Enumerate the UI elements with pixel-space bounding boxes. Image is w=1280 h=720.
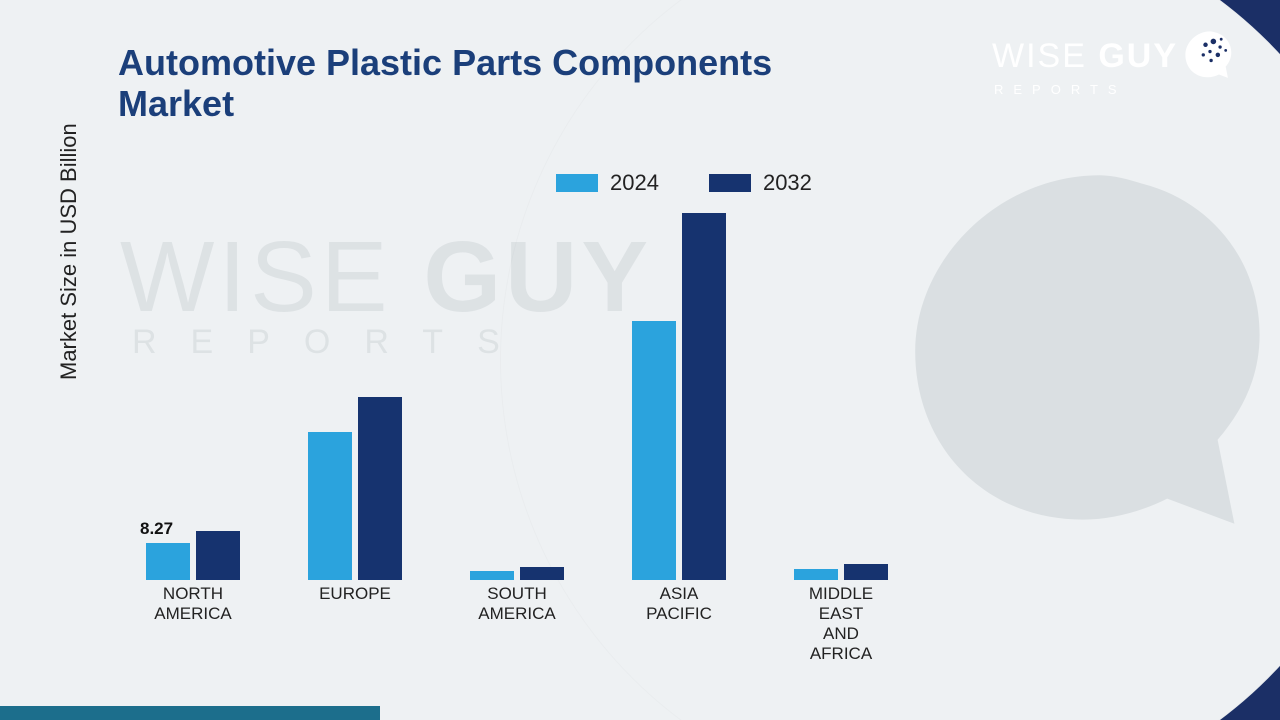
stage: WISE GUY REPORTS Automotive Plastic Part… xyxy=(0,0,1280,720)
bar xyxy=(794,569,838,580)
brand-logo: WISE GUY REPORTS xyxy=(992,28,1252,118)
bar xyxy=(682,213,726,580)
legend-swatch xyxy=(556,174,598,192)
x-axis-label: SOUTHAMERICA xyxy=(436,584,598,624)
bar xyxy=(146,543,190,580)
bar xyxy=(196,531,240,580)
legend-item: 2032 xyxy=(709,170,812,196)
y-axis-label: Market Size in USD Billion xyxy=(56,123,82,380)
value-label: 8.27 xyxy=(140,519,173,539)
page-title: Automotive Plastic Parts Components Mark… xyxy=(118,42,878,125)
x-axis-label: NORTHAMERICA xyxy=(112,584,274,624)
bar xyxy=(520,567,564,580)
watermark-head-icon xyxy=(890,150,1280,575)
logo-sub: REPORTS xyxy=(994,82,1252,97)
legend: 2024 2032 xyxy=(556,170,812,196)
logo-head-icon xyxy=(1182,28,1238,84)
bar xyxy=(470,571,514,580)
legend-label: 2024 xyxy=(610,170,659,196)
bar xyxy=(308,432,352,580)
legend-swatch xyxy=(709,174,751,192)
x-axis-label: ASIAPACIFIC xyxy=(598,584,760,624)
x-axis-label: MIDDLEEASTANDAFRICA xyxy=(760,584,922,664)
bar xyxy=(632,321,676,580)
bar xyxy=(358,397,402,580)
logo-word2: GUY xyxy=(1098,37,1178,76)
legend-item: 2024 xyxy=(556,170,659,196)
bottom-accent-bar xyxy=(0,706,380,720)
x-axis-label: EUROPE xyxy=(274,584,436,604)
legend-label: 2032 xyxy=(763,170,812,196)
logo-word1: WISE xyxy=(992,37,1087,76)
chart-plot: 8.27 xyxy=(112,200,922,580)
bar xyxy=(844,564,888,580)
